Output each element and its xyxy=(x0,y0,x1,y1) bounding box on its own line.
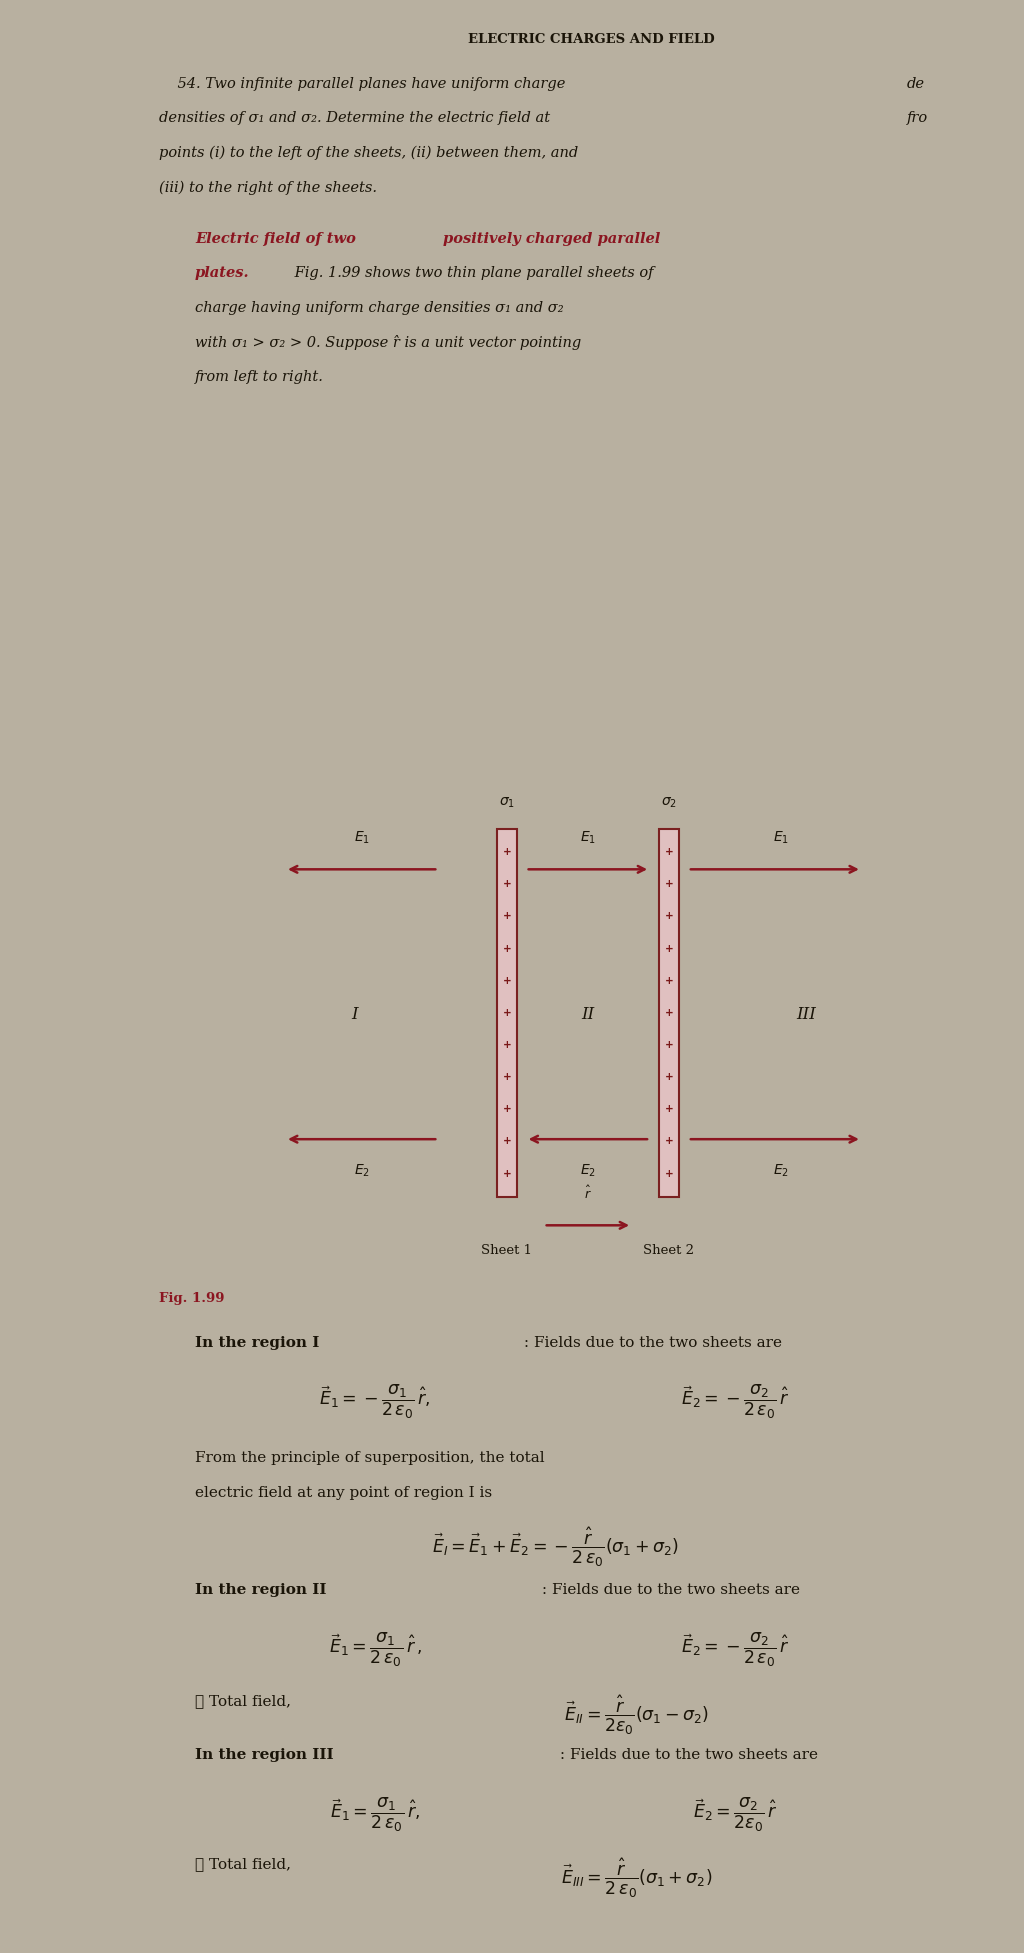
Text: $E_2$: $E_2$ xyxy=(773,1162,788,1178)
Text: from left to right.: from left to right. xyxy=(195,369,324,385)
Text: ELECTRIC CHARGES AND FIELD: ELECTRIC CHARGES AND FIELD xyxy=(468,33,715,47)
Text: Fig. 1.99: Fig. 1.99 xyxy=(159,1293,224,1305)
Text: +: + xyxy=(503,1008,511,1018)
Text: points (i) to the left of the sheets, (ii) between them, and: points (i) to the left of the sheets, (i… xyxy=(159,146,579,160)
Text: $E_2$: $E_2$ xyxy=(353,1162,370,1178)
Text: $E_1$: $E_1$ xyxy=(580,830,596,846)
Text: (iii) to the right of the sheets.: (iii) to the right of the sheets. xyxy=(159,180,377,195)
Text: Fig. 1.99 shows two thin plane parallel sheets of: Fig. 1.99 shows two thin plane parallel … xyxy=(290,266,653,281)
Text: $\vec{E}_1 = \dfrac{\sigma_1}{2\,\varepsilon_0}\,\hat{r},$: $\vec{E}_1 = \dfrac{\sigma_1}{2\,\vareps… xyxy=(330,1795,420,1834)
Text: III: III xyxy=(797,1006,816,1023)
Text: $\vec{E}_{II} = \dfrac{\hat{r}}{2\varepsilon_0}(\sigma_1 - \sigma_2)$: $\vec{E}_{II} = \dfrac{\hat{r}}{2\vareps… xyxy=(564,1693,709,1738)
Text: $\vec{E}_{2} = \dfrac{\sigma_2}{2\varepsilon_0}\,\hat{r}$: $\vec{E}_{2} = \dfrac{\sigma_2}{2\vareps… xyxy=(693,1795,778,1834)
Text: 54. Two infinite parallel planes have uniform charge: 54. Two infinite parallel planes have un… xyxy=(159,76,565,92)
Text: $\vec{E}_1 = \dfrac{\sigma_1}{2\,\varepsilon_0}\,\hat{r}\,,$: $\vec{E}_1 = \dfrac{\sigma_1}{2\,\vareps… xyxy=(329,1631,422,1670)
Text: II: II xyxy=(582,1006,595,1023)
Text: ∴ Total field,: ∴ Total field, xyxy=(195,1693,291,1709)
Text: ∴ Total field,: ∴ Total field, xyxy=(195,1857,291,1871)
Text: electric field at any point of region I is: electric field at any point of region I … xyxy=(195,1486,493,1500)
Text: +: + xyxy=(665,879,674,889)
Text: densities of σ₁ and σ₂. Determine the electric field at: densities of σ₁ and σ₂. Determine the el… xyxy=(159,111,550,125)
Bar xyxy=(497,830,517,1197)
Text: $\vec{E}_2 = -\dfrac{\sigma_2}{2\,\varepsilon_0}\,\hat{r}$: $\vec{E}_2 = -\dfrac{\sigma_2}{2\,\varep… xyxy=(681,1631,790,1670)
Text: +: + xyxy=(665,1041,674,1051)
Text: +: + xyxy=(665,976,674,986)
Text: In the region III: In the region III xyxy=(195,1748,334,1762)
Text: Sheet 1: Sheet 1 xyxy=(481,1244,532,1258)
Text: : Fields due to the two sheets are: : Fields due to the two sheets are xyxy=(555,1748,818,1762)
Text: $\sigma_2$: $\sigma_2$ xyxy=(660,795,677,810)
Text: de: de xyxy=(907,76,925,92)
Text: charge having uniform charge densities σ₁ and σ₂: charge having uniform charge densities σ… xyxy=(195,301,563,314)
Text: In the region I: In the region I xyxy=(195,1336,319,1350)
Text: +: + xyxy=(503,943,511,953)
Text: plates.: plates. xyxy=(195,266,250,281)
Text: : Fields due to the two sheets are: : Fields due to the two sheets are xyxy=(519,1336,782,1350)
Text: +: + xyxy=(503,1168,511,1180)
Text: Sheet 2: Sheet 2 xyxy=(643,1244,694,1258)
Text: Electric field of two: Electric field of two xyxy=(195,232,361,246)
Bar xyxy=(659,830,679,1197)
Text: fro: fro xyxy=(907,111,928,125)
Text: +: + xyxy=(503,976,511,986)
Text: $\hat{r}$: $\hat{r}$ xyxy=(584,1185,592,1203)
Text: $\vec{E}_2 = -\dfrac{\sigma_2}{2\,\varepsilon_0}\,\hat{r}$: $\vec{E}_2 = -\dfrac{\sigma_2}{2\,\varep… xyxy=(681,1383,790,1420)
Text: +: + xyxy=(503,1137,511,1146)
Text: I: I xyxy=(351,1006,358,1023)
Text: +: + xyxy=(665,1137,674,1146)
Text: +: + xyxy=(503,1103,511,1115)
Text: +: + xyxy=(503,1072,511,1082)
Text: +: + xyxy=(665,943,674,953)
Text: +: + xyxy=(665,1008,674,1018)
Text: +: + xyxy=(665,1103,674,1115)
Text: $E_1$: $E_1$ xyxy=(773,830,788,846)
Text: : Fields due to the two sheets are: : Fields due to the two sheets are xyxy=(538,1584,801,1598)
Text: $\vec{E}_1 = -\dfrac{\sigma_1}{2\,\varepsilon_0}\,\hat{r},$: $\vec{E}_1 = -\dfrac{\sigma_1}{2\,\varep… xyxy=(319,1383,431,1420)
Text: +: + xyxy=(503,1041,511,1051)
Text: +: + xyxy=(665,912,674,922)
Text: with σ₁ > σ₂ > 0. Suppose r̂ is a unit vector pointing: with σ₁ > σ₂ > 0. Suppose r̂ is a unit v… xyxy=(195,336,582,350)
Text: +: + xyxy=(503,879,511,889)
Text: +: + xyxy=(503,912,511,922)
Text: $E_1$: $E_1$ xyxy=(353,830,370,846)
Text: $E_2$: $E_2$ xyxy=(580,1162,596,1178)
Text: From the principle of superposition, the total: From the principle of superposition, the… xyxy=(195,1451,545,1465)
Text: $\vec{E}_I = \vec{E}_1 + \vec{E}_2 = -\dfrac{\hat{r}}{2\,\varepsilon_0}(\sigma_1: $\vec{E}_I = \vec{E}_1 + \vec{E}_2 = -\d… xyxy=(432,1525,679,1568)
Text: +: + xyxy=(665,1072,674,1082)
Text: +: + xyxy=(665,1168,674,1180)
Text: In the region II: In the region II xyxy=(195,1584,327,1598)
Text: +: + xyxy=(503,848,511,857)
Text: $\vec{E}_{III} = \dfrac{\hat{r}}{2\,\varepsilon_0}(\sigma_1 + \sigma_2)$: $\vec{E}_{III} = \dfrac{\hat{r}}{2\,\var… xyxy=(561,1857,712,1900)
Text: positively charged parallel: positively charged parallel xyxy=(442,232,660,246)
Text: +: + xyxy=(665,848,674,857)
Text: $\sigma_1$: $\sigma_1$ xyxy=(499,795,515,810)
